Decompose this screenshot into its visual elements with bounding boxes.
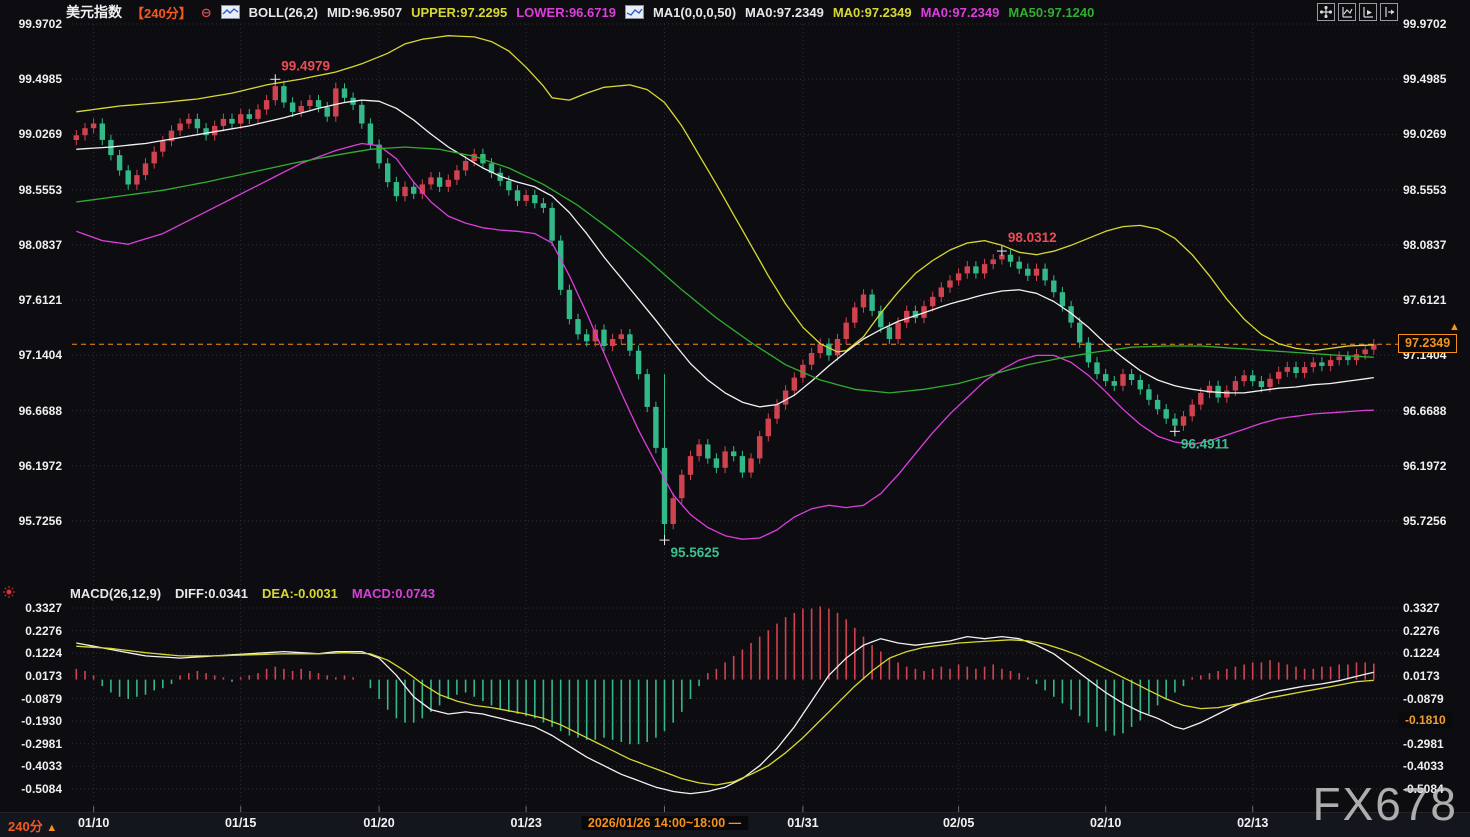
time-axis-label: 01/15: [225, 816, 257, 830]
interval-tag[interactable]: 【240分】: [131, 5, 192, 21]
interval-indicator[interactable]: 240分 ▲: [8, 816, 57, 835]
time-axis-label: 01/23: [510, 816, 542, 830]
exit-icon[interactable]: [1380, 3, 1398, 21]
play-chart-icon[interactable]: [1359, 3, 1377, 21]
price-axis-label-right: 98.0837: [1403, 237, 1447, 252]
price-axis-label-right: 99.9702: [1403, 17, 1447, 31]
boll-lower-value: LOWER:96.6719: [516, 4, 616, 20]
price-axis-label-left: 99.0269: [18, 127, 62, 142]
svg-text:95.5625: 95.5625: [671, 545, 720, 560]
macd-axis-label-right: -0.0879: [1403, 691, 1444, 706]
svg-text:99.4979: 99.4979: [281, 58, 330, 73]
time-axis-label: 02/05: [942, 816, 975, 830]
indicator-header: 美元指数 【240分】 ⊖ BOLL(26,2) MID:96.9507 UPP…: [66, 3, 1094, 21]
price-up-arrow-icon: ▲: [1449, 321, 1460, 333]
price-axis-label-left: 98.0837: [18, 237, 62, 252]
time-axis-label: 01/20: [363, 816, 395, 830]
price-axis-label-left: 97.1404: [18, 348, 62, 363]
current-price-badge: 97.2349: [1398, 334, 1458, 353]
ma50-value: MA50:97.1240: [1008, 4, 1095, 20]
macd-axis-label-left: -0.1930: [21, 714, 62, 729]
chart-toolbar: [1317, 3, 1398, 21]
macd-macd-value: MACD:0.0743: [351, 586, 435, 601]
time-axis-label: 02/13: [1237, 816, 1269, 830]
macd-diff-value: DIFF:0.0341: [175, 586, 249, 601]
price-axis-label-left: 95.7256: [18, 514, 62, 528]
macd-dea-value: DEA:-0.0031: [262, 586, 338, 601]
macd-header: MACD(26,12,9) DIFF:0.0341 DEA:-0.0031 MA…: [70, 586, 435, 601]
time-axis-label: 02/10: [1090, 816, 1122, 830]
macd-axis-label-left: 0.3327: [25, 601, 62, 615]
price-axis-label-right: 98.5553: [1403, 182, 1447, 197]
macd-axis-label-left: -0.0879: [21, 691, 62, 706]
ma0-white-value: MA0:97.2349: [745, 4, 824, 20]
price-axis-label-right: 99.0269: [1403, 127, 1447, 142]
price-axis-label-left: 99.9702: [18, 17, 62, 31]
price-axis-label-left: 97.6121: [18, 293, 62, 308]
time-axis-bar[interactable]: 01/10 01/15 01/20 01/23 2026/01/26 14:00~18:…: [0, 812, 1470, 837]
macd-label: MACD(26,12,9): [70, 586, 162, 601]
macd-axis-label-right: 0.3327: [1403, 601, 1440, 615]
ma-thumbnail-icon[interactable]: [624, 5, 644, 19]
time-axis-selected-label: 2026/01/26 14:00~18:00 —: [580, 816, 749, 830]
price-axis-label-right: 96.6688: [1403, 403, 1447, 418]
price-axis-label-right: 96.1972: [1403, 458, 1447, 473]
svg-text:96.4911: 96.4911: [1181, 436, 1230, 451]
price-axis-label-left: 99.4985: [18, 72, 62, 87]
price-axis-label-left: 96.6688: [18, 403, 62, 418]
price-axis-label-right: 97.6121: [1403, 293, 1447, 308]
price-axis-label-left: 98.5553: [18, 182, 62, 197]
boll-upper-value: UPPER:97.2295: [411, 4, 508, 20]
macd-axis-label-right: -0.4033: [1403, 759, 1444, 774]
ma-label: MA1(0,0,0,50): [652, 4, 737, 20]
macd-axis-label-right: 0.0173: [1403, 668, 1440, 683]
macd-value-badge: -0.1810: [1399, 712, 1452, 728]
boll-thumbnail-icon[interactable]: [220, 5, 240, 19]
pan-icon[interactable]: [1317, 3, 1335, 21]
interval-up-triangle-icon: ▲: [46, 822, 58, 834]
collapse-icon[interactable]: ⊖: [200, 4, 212, 20]
macd-axis-label-left: 0.0173: [25, 668, 62, 683]
ma0-magenta-value: MA0:97.2349: [920, 4, 1000, 20]
macd-axis-label-left: -0.4033: [21, 759, 62, 774]
macd-axis-label-right: 0.2276: [1403, 623, 1440, 638]
macd-axis-label-right: -0.5084: [1403, 782, 1444, 796]
macd-axis-label-right: -0.2981: [1403, 736, 1444, 751]
macd-axis-label-right: 0.1224: [1403, 646, 1440, 661]
boll-label: BOLL(26,2): [248, 4, 318, 20]
macd-axis-label-left: 0.2276: [25, 623, 62, 638]
time-axis-label: 01/31: [787, 816, 819, 830]
price-axis-label-right: 95.7256: [1403, 514, 1447, 528]
macd-marker-icon[interactable]: [2, 585, 16, 604]
boll-mid-value: MID:96.9507: [326, 4, 403, 20]
macd-axis-label-left: -0.5084: [21, 782, 62, 796]
price-axis-label-left: 96.1972: [18, 458, 62, 473]
price-axis-label-right: 99.4985: [1403, 72, 1447, 87]
symbol-name: 美元指数: [66, 4, 122, 20]
macd-axis-label-left: -0.2981: [21, 736, 62, 751]
time-axis-label: 01/10: [77, 816, 110, 830]
watermark: FX678: [1312, 778, 1458, 830]
interval-label: 240分: [8, 819, 43, 834]
svg-text:98.0312: 98.0312: [1008, 230, 1057, 245]
ma0-yellow-value: MA0:97.2349: [832, 4, 912, 20]
macd-axis-label-left: 0.1224: [25, 646, 62, 661]
pane-chart-icon[interactable]: [1338, 3, 1356, 21]
